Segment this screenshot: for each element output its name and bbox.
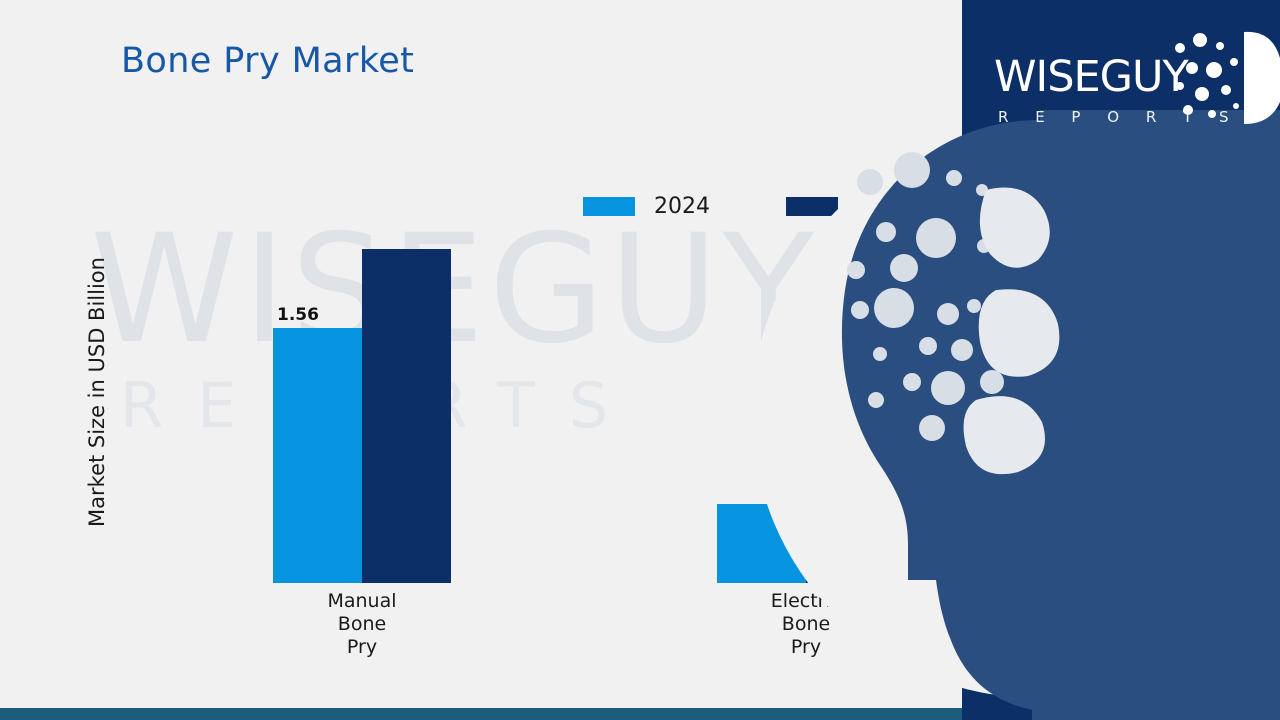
brand-logo-wordmark: WISEGUY (994, 52, 1189, 102)
category-label-line: Manual (327, 590, 397, 612)
legend-swatch-2032 (786, 197, 838, 216)
category-label-line: Pry (790, 636, 822, 658)
category-label-manual-bone-pry: Manual Bone Pry (282, 590, 442, 659)
category-label-line: Bone (337, 613, 387, 635)
legend-swatch-2024 (583, 197, 635, 216)
brand-logo: WISEGUY R E P O R T S (984, 24, 1280, 126)
category-label-line: Pry (346, 636, 378, 658)
footer-accent-strip (0, 708, 962, 720)
bar-value-label: 1.56 (277, 305, 319, 325)
brand-logo-tagline: R E P O R T S (998, 108, 1240, 126)
legend-label-2024: 2024 (654, 194, 710, 219)
bar-2032-manual-bone-pry[interactable] (362, 249, 451, 583)
logo-dot-cluster-icon (1175, 31, 1280, 124)
category-label-line: Bone (781, 613, 831, 635)
bar-2024-manual-bone-pry[interactable] (273, 328, 362, 583)
chart-title: Bone Pry Market (121, 41, 415, 81)
legend-item-2024[interactable]: 2024 (583, 194, 710, 219)
dot-cluster-decoration (847, 152, 1060, 475)
